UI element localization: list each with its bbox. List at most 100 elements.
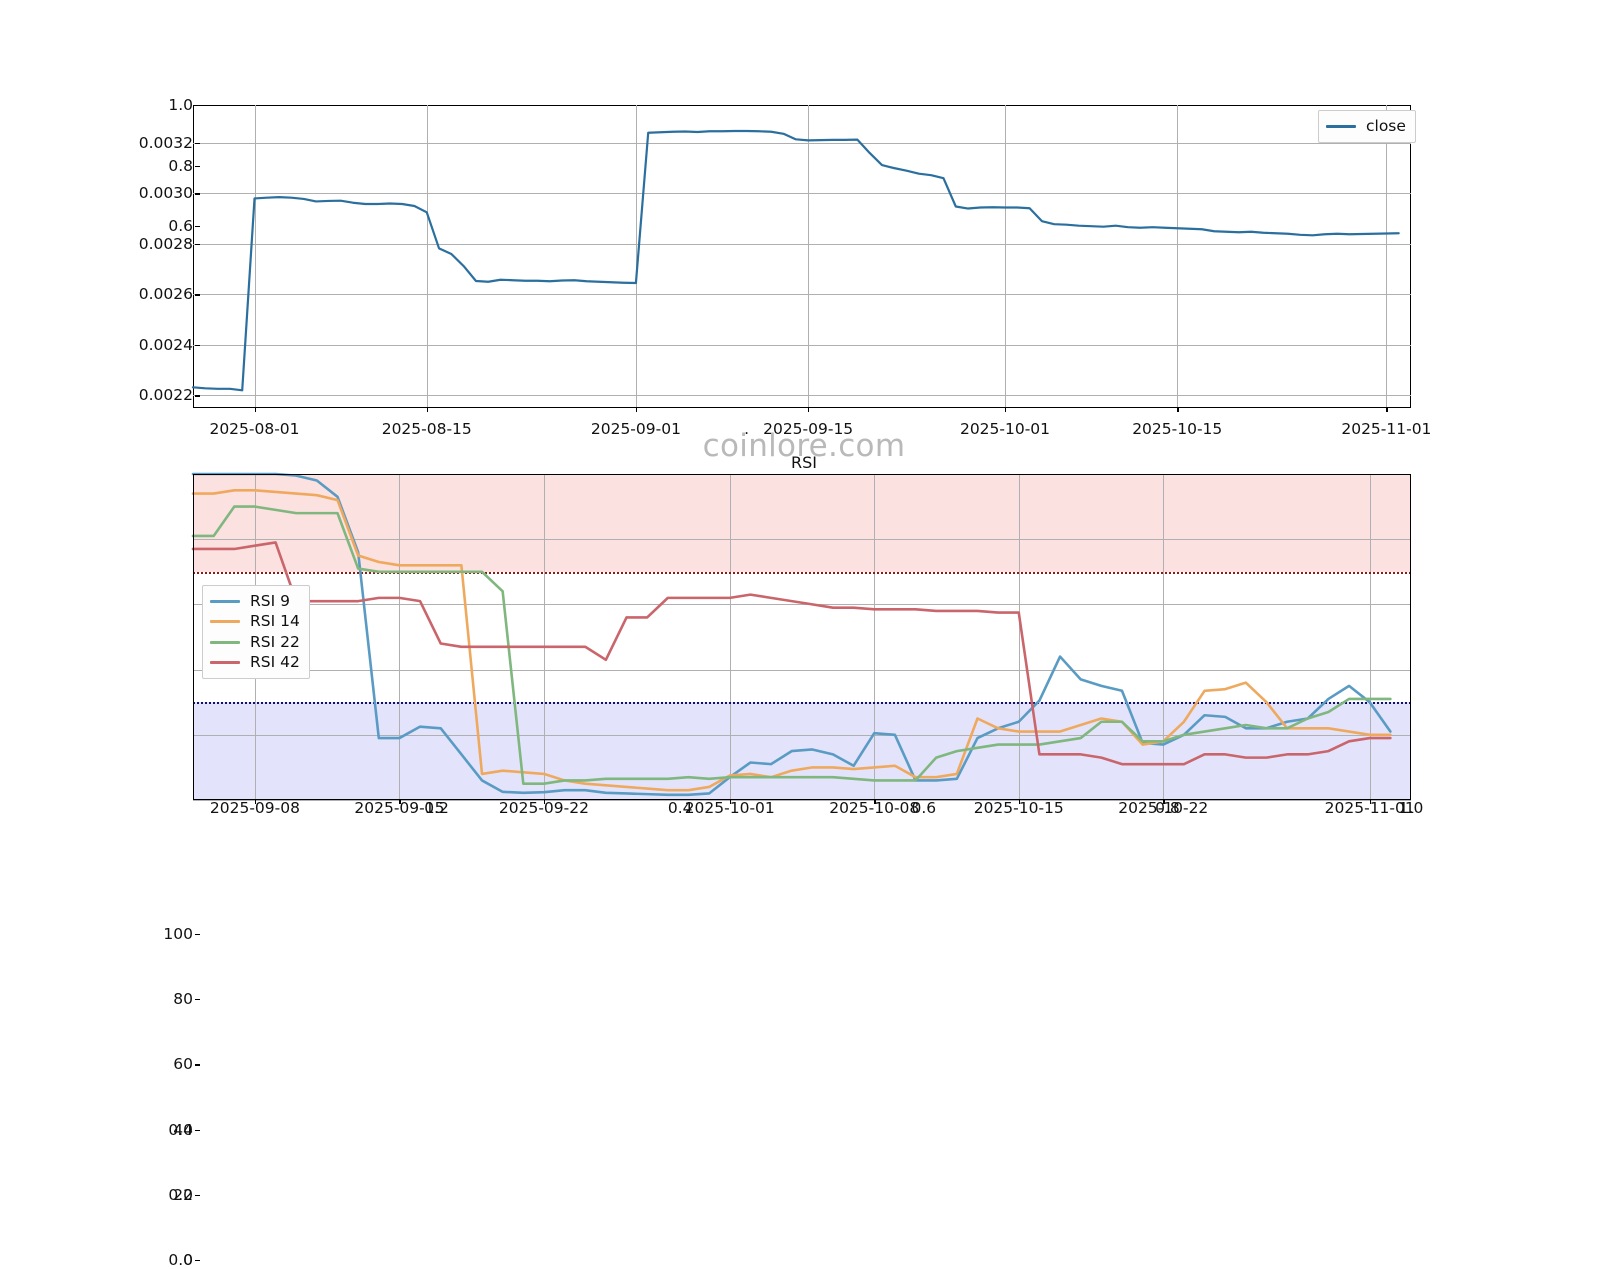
rsi-y-tick-label: 80: [173, 990, 193, 1009]
y-tick-mark: [195, 999, 200, 1001]
y-tick-mark: [195, 344, 200, 347]
y-tick-mark: [195, 294, 200, 296]
rsi-x-tick-label-overlay: 0.6: [911, 799, 937, 817]
price-y-tick-label: 0.0026: [138, 285, 193, 304]
rsi-axis-bottom-spine: [193, 798, 1411, 800]
gridline-vertical: [1163, 474, 1165, 800]
price-y-tick-label: 0.0022: [138, 386, 193, 405]
legend-item-rsi-22[interactable]: RSI 22: [210, 632, 300, 653]
rsi-overbought-threshold-line: [193, 571, 1411, 574]
y-tick-mark: [195, 395, 200, 397]
y-tick-mark: [195, 193, 200, 195]
watermark: coinlore.com: [702, 428, 906, 464]
rsi-legend[interactable]: RSI 9 RSI 14 RSI 22 RSI 42: [202, 585, 310, 679]
rsi-x-tick-label: 2025-10-15: [973, 799, 1064, 817]
gridline-vertical: [874, 474, 876, 800]
x-tick-mark: [1163, 799, 1165, 804]
price-x-tick-label: 2025-08-15: [381, 420, 472, 438]
rsi-chart-panel: 0 20 40 60 80 100 0.0 0.2 0.4 2025-09-08 2025-09…: [0, 460, 1600, 1269]
price-legend[interactable]: close: [1318, 110, 1416, 143]
price-series-lines: [191, 129, 1400, 392]
y-tick-mark: [195, 1260, 200, 1262]
gridline-vertical: [426, 105, 428, 408]
gridline-vertical: [808, 105, 810, 408]
gridline-horizontal: [193, 344, 1411, 346]
price-y-tick-label-overlay: 1.0: [168, 96, 193, 114]
gridline-horizontal: [193, 294, 1411, 296]
rsi-x-tick-label: 2025-09-22: [498, 799, 589, 817]
price-y-tick-label: 0.0032: [138, 133, 193, 152]
rsi-x-tick-label: 2025-11-01: [1324, 799, 1415, 817]
legend-label: RSI 22: [250, 632, 300, 651]
rsi-x-tick-label: 2025-09-08: [209, 799, 300, 817]
gridline-vertical: [729, 474, 731, 800]
y-tick-mark: [195, 226, 200, 228]
x-tick-mark: [1005, 407, 1007, 412]
gridline-horizontal: [193, 395, 1411, 397]
price-y-tick-label: 0.0024: [138, 335, 193, 354]
x-tick-mark: [399, 799, 401, 804]
legend-item-rsi-9[interactable]: RSI 9: [210, 591, 300, 612]
price-x-tick-minor: .: [744, 420, 750, 438]
legend-swatch-icon: [210, 640, 240, 644]
rsi-y-tick-label: 60: [173, 1055, 193, 1074]
price-x-tick-label: 2025-09-01: [590, 420, 681, 438]
price-y-tick-label-overlay: 0.8: [168, 156, 193, 175]
gridline-vertical: [254, 105, 256, 408]
rsi-x-tick-label: 2025-09-15: [354, 799, 445, 817]
y-tick-mark: [195, 1194, 200, 1197]
gridline-vertical: [543, 474, 545, 800]
y-tick-mark: [195, 934, 200, 936]
gridline-horizontal: [193, 539, 1411, 541]
x-tick-mark: [1369, 799, 1371, 804]
y-tick-mark: [195, 105, 200, 107]
price-x-tick-label: 2025-10-15: [1132, 420, 1223, 438]
y-tick-mark: [195, 1064, 200, 1066]
gridline-vertical: [1369, 474, 1371, 800]
rsi-x-tick-label-overlay: 0.4: [667, 799, 693, 817]
price-plot-area: [191, 105, 1411, 412]
price-x-tick-label: 2025-11-01: [1341, 420, 1432, 438]
x-tick-mark: [1386, 407, 1388, 412]
x-tick-mark: [254, 407, 256, 412]
x-tick-mark: [874, 799, 876, 804]
rsi-x-tick-label: 2025-10-08: [829, 799, 920, 817]
legend-item-rsi-42[interactable]: RSI 42: [210, 653, 300, 674]
rsi-y-tick-label-overlay: 0.4: [168, 1120, 193, 1139]
price-axis-bottom-spine: [193, 406, 1411, 408]
price-chart-panel: 0.0022 0.0024 0.0026 0.0028 0.0030 0.0032 0.6…: [0, 0, 1600, 460]
legend-swatch-icon: [1326, 124, 1356, 128]
rsi-series-lines: [191, 472, 1392, 797]
y-tick-mark: [195, 165, 200, 167]
price-y-tick-label: 0.0030: [138, 184, 193, 203]
rsi-axis-right-spine: [1409, 474, 1411, 800]
y-tick-mark: [195, 243, 200, 246]
gridline-vertical: [1177, 105, 1179, 408]
price-axis-left-spine: [193, 105, 195, 408]
gridline-vertical: [1018, 474, 1020, 800]
x-tick-mark: [1177, 407, 1179, 412]
rsi-x-tick-label-overlay: 1.0: [1398, 799, 1424, 817]
rsi-y-tick-label-overlay: 0.2: [168, 1185, 193, 1204]
gridline-horizontal: [193, 604, 1411, 606]
x-tick-mark: [729, 799, 732, 804]
price-y-tick-label-overlay: 0.6: [168, 217, 193, 236]
rsi-y-tick-label-overlay: 0.0: [168, 1251, 193, 1269]
rsi-x-tick-label-overlay: 0.8: [1155, 799, 1180, 817]
gridline-vertical: [399, 474, 401, 800]
legend-item-rsi-14[interactable]: RSI 14: [210, 612, 300, 633]
x-tick-mark: [808, 407, 810, 412]
legend-label: close: [1366, 116, 1406, 135]
price-x-tick-label: 2025-09-15: [763, 420, 854, 438]
rsi-overbought-band: [193, 474, 1411, 572]
rsi-x-tick-label: 2025-10-22: [1118, 799, 1209, 817]
y-tick-mark: [195, 1129, 200, 1131]
rsi-axis-left-spine: [193, 474, 195, 800]
legend-swatch-icon: [210, 661, 240, 665]
price-x-tick-label: 2025-08-01: [209, 420, 300, 438]
legend-item-close[interactable]: close: [1326, 116, 1406, 137]
rsi-y-tick-label: 100: [163, 925, 193, 943]
x-tick-mark: [426, 407, 429, 412]
legend-label: RSI 14: [250, 612, 300, 630]
rsi-plot-area: [191, 472, 1411, 804]
